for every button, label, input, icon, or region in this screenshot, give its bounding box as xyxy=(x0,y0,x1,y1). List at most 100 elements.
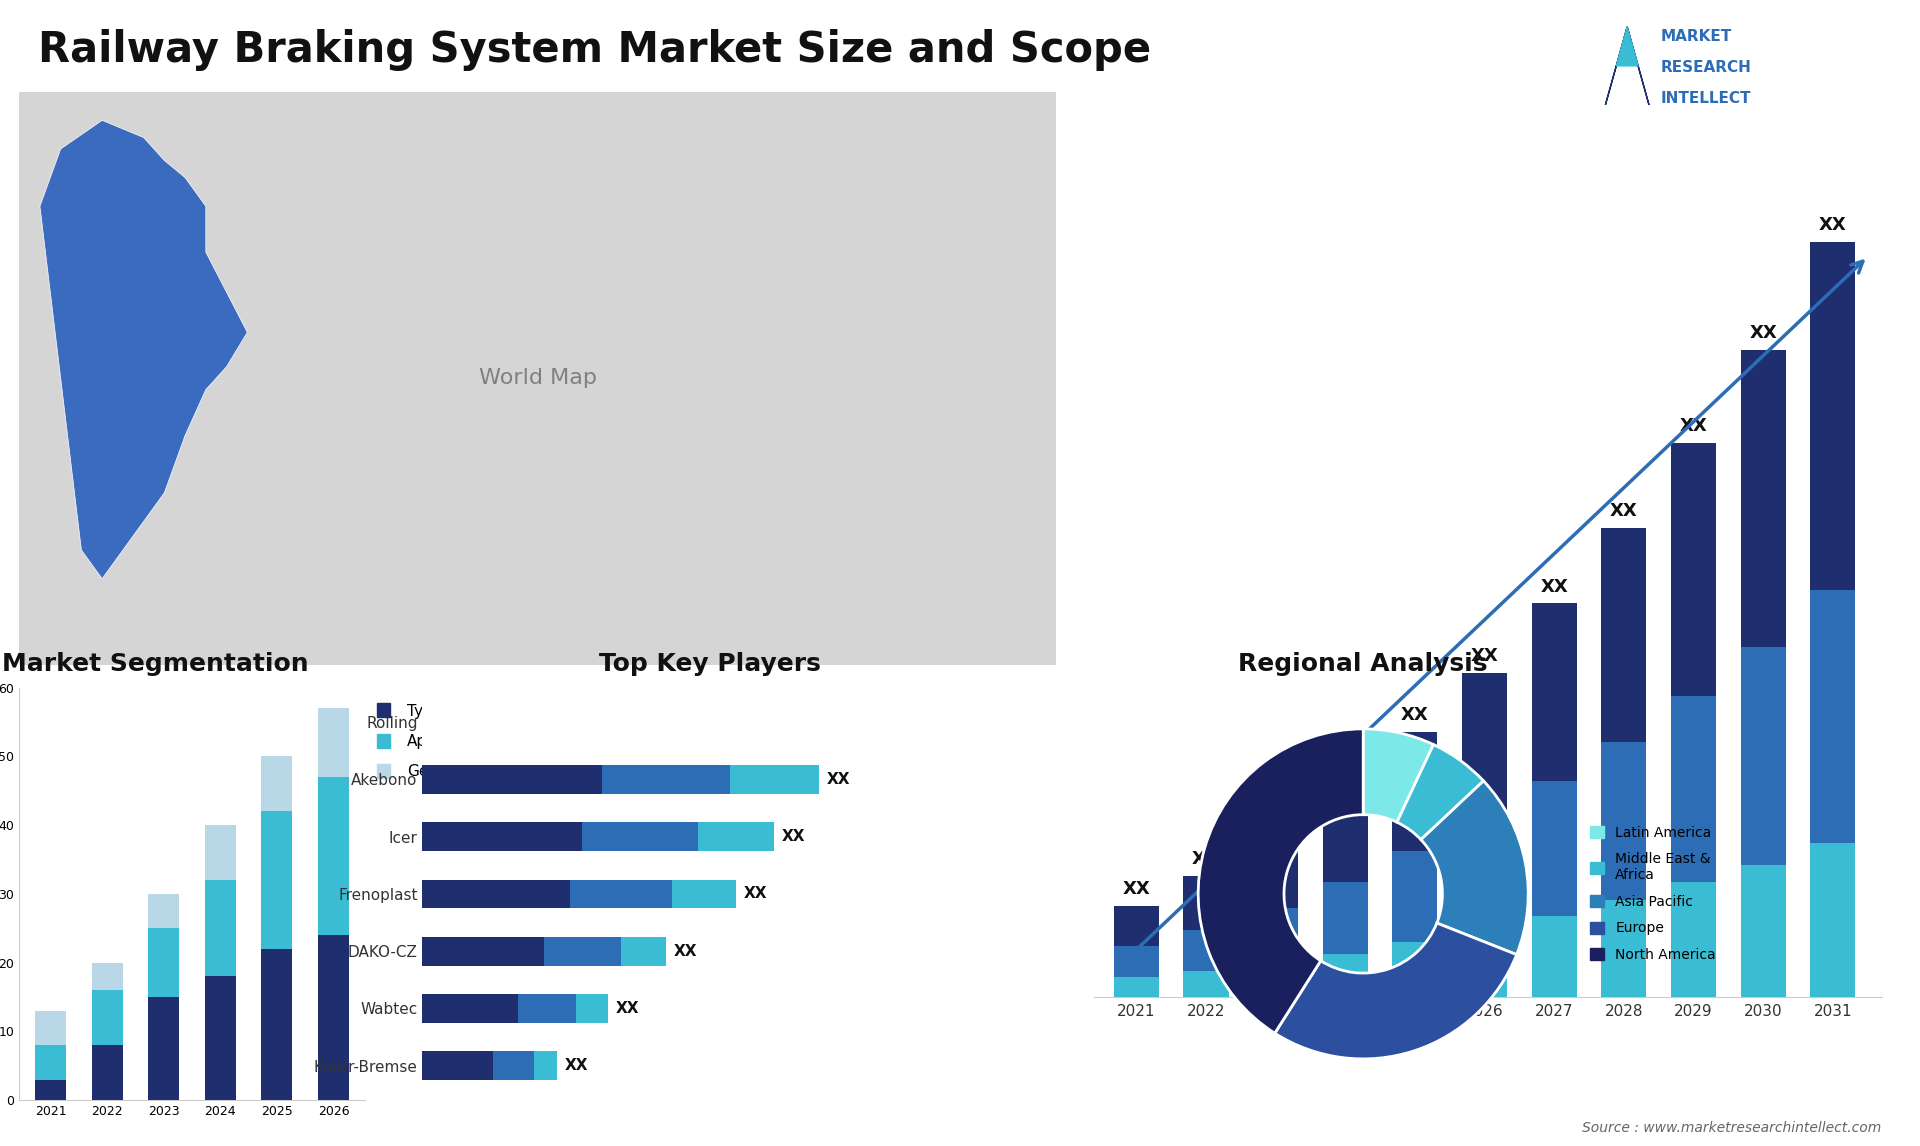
Text: XX: XX xyxy=(743,886,768,902)
Bar xyxy=(730,766,820,793)
Text: XX: XX xyxy=(1611,502,1638,520)
Bar xyxy=(422,1052,493,1080)
Text: Market Segmentation: Market Segmentation xyxy=(2,652,309,676)
Bar xyxy=(620,937,666,965)
Bar xyxy=(1601,900,1647,997)
Bar xyxy=(205,880,236,976)
Bar xyxy=(1254,908,1298,964)
Wedge shape xyxy=(1198,729,1363,1034)
Wedge shape xyxy=(1398,745,1484,840)
Bar xyxy=(1601,528,1647,741)
Bar xyxy=(1461,819,1507,929)
Text: XX: XX xyxy=(1192,850,1219,869)
Bar xyxy=(205,825,236,880)
Bar xyxy=(1601,741,1647,900)
Bar xyxy=(422,880,570,908)
Bar xyxy=(534,1052,557,1080)
Wedge shape xyxy=(1421,780,1528,955)
Polygon shape xyxy=(1617,26,1638,65)
Bar xyxy=(319,935,349,1100)
Bar xyxy=(1741,351,1786,647)
Bar xyxy=(261,949,292,1100)
Bar xyxy=(205,976,236,1100)
Bar xyxy=(1741,864,1786,997)
Text: XX: XX xyxy=(1261,811,1290,829)
Bar xyxy=(35,1011,65,1045)
Text: MARKET: MARKET xyxy=(1661,29,1732,44)
Bar xyxy=(422,823,582,850)
Text: World Map: World Map xyxy=(478,368,597,388)
Text: RESEARCH: RESEARCH xyxy=(1661,60,1751,74)
Bar xyxy=(1392,942,1438,997)
Bar xyxy=(1183,972,1229,997)
Bar xyxy=(319,777,349,935)
Bar xyxy=(697,823,774,850)
Bar xyxy=(1114,906,1160,945)
Bar xyxy=(35,1080,65,1100)
Bar xyxy=(1461,673,1507,819)
Bar xyxy=(92,1045,123,1100)
Bar xyxy=(422,995,518,1023)
Bar xyxy=(601,766,730,793)
Bar xyxy=(1811,842,1855,997)
Bar xyxy=(422,766,601,793)
Text: XX: XX xyxy=(1471,646,1498,665)
Bar xyxy=(148,928,179,997)
Bar xyxy=(261,811,292,949)
Wedge shape xyxy=(1363,729,1434,822)
Text: XX: XX xyxy=(1680,417,1707,435)
Bar xyxy=(319,708,349,777)
Text: XX: XX xyxy=(1123,880,1150,898)
Text: XX: XX xyxy=(616,1000,639,1017)
Text: INTELLECT: INTELLECT xyxy=(1661,91,1751,105)
Bar xyxy=(1532,604,1576,782)
Bar xyxy=(92,990,123,1045)
Bar xyxy=(1461,929,1507,997)
Title: Top Key Players: Top Key Players xyxy=(599,652,822,676)
Bar xyxy=(1670,697,1716,882)
Bar xyxy=(1811,590,1855,842)
Polygon shape xyxy=(1605,26,1649,105)
Bar xyxy=(1323,953,1367,997)
Bar xyxy=(1323,882,1367,953)
Bar xyxy=(261,756,292,811)
Bar xyxy=(1532,782,1576,916)
Text: XX: XX xyxy=(1540,578,1569,596)
Bar xyxy=(92,963,123,990)
Text: XX: XX xyxy=(1402,706,1428,724)
Bar xyxy=(493,1052,534,1080)
Legend: Latin America, Middle East &
Africa, Asia Pacific, Europe, North America: Latin America, Middle East & Africa, Asi… xyxy=(1584,821,1722,967)
Text: XX: XX xyxy=(1331,763,1359,782)
Bar xyxy=(582,823,697,850)
Bar xyxy=(1183,877,1229,929)
Polygon shape xyxy=(40,120,248,579)
Bar xyxy=(148,894,179,928)
Text: Railway Braking System Market Size and Scope: Railway Braking System Market Size and S… xyxy=(38,29,1152,71)
Bar xyxy=(148,997,179,1100)
Text: XX: XX xyxy=(828,771,851,787)
Text: XX: XX xyxy=(781,829,806,845)
Title: Regional Analysis: Regional Analysis xyxy=(1238,652,1488,676)
Bar xyxy=(1811,242,1855,590)
Bar xyxy=(1741,647,1786,864)
Bar xyxy=(1183,929,1229,972)
Bar xyxy=(1392,732,1438,850)
Text: XX: XX xyxy=(1749,324,1778,343)
Text: XX: XX xyxy=(564,1058,588,1074)
Bar xyxy=(1254,964,1298,997)
Bar xyxy=(1670,444,1716,697)
Bar xyxy=(1670,882,1716,997)
Bar xyxy=(1114,945,1160,978)
Legend: Type, Application, Geography: Type, Application, Geography xyxy=(380,704,492,779)
Bar xyxy=(422,937,543,965)
Bar xyxy=(1114,978,1160,997)
Text: XX: XX xyxy=(674,943,697,959)
Bar xyxy=(1532,916,1576,997)
Bar xyxy=(35,1045,65,1080)
Text: XX: XX xyxy=(1818,215,1847,234)
Text: Source : www.marketresearchintellect.com: Source : www.marketresearchintellect.com xyxy=(1582,1121,1882,1135)
Bar xyxy=(576,995,609,1023)
Bar xyxy=(570,880,672,908)
Bar xyxy=(1323,790,1367,882)
Bar xyxy=(1392,850,1438,942)
